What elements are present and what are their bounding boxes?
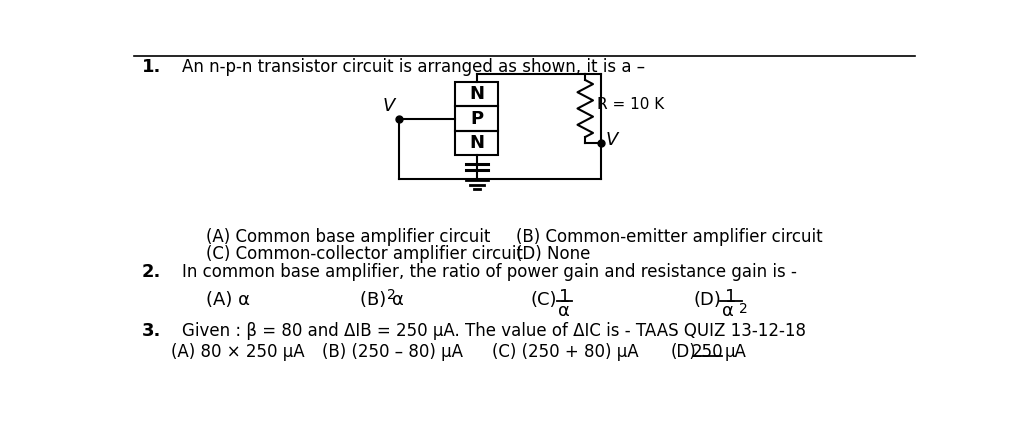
Text: μA: μA xyxy=(725,343,746,361)
Text: (C) Common-collector amplifier circuit: (C) Common-collector amplifier circuit xyxy=(206,245,522,263)
Text: (B) (250 – 80) μA: (B) (250 – 80) μA xyxy=(322,343,463,361)
Text: (B) Common-emitter amplifier circuit: (B) Common-emitter amplifier circuit xyxy=(515,228,822,246)
Text: In common base amplifier, the ratio of power gain and resistance gain is -: In common base amplifier, the ratio of p… xyxy=(182,263,797,281)
Text: (D) None: (D) None xyxy=(515,245,590,263)
Text: (A) Common base amplifier circuit: (A) Common base amplifier circuit xyxy=(206,228,489,246)
Text: 3.: 3. xyxy=(142,322,162,340)
Bar xyxy=(455,82,499,106)
Bar xyxy=(455,106,499,131)
Text: 1: 1 xyxy=(725,288,736,306)
Text: α: α xyxy=(558,302,570,320)
Text: N: N xyxy=(469,134,484,152)
Text: (D): (D) xyxy=(671,343,696,361)
Text: 1: 1 xyxy=(559,288,570,306)
Text: Given : β = 80 and ΔIB = 250 μA. The value of ΔIC is - TAAS QUIZ 13-12-18: Given : β = 80 and ΔIB = 250 μA. The val… xyxy=(182,322,806,340)
Text: R = 10 K: R = 10 K xyxy=(597,97,665,112)
Text: 2: 2 xyxy=(738,302,748,316)
Text: α: α xyxy=(722,302,734,320)
Text: N: N xyxy=(469,85,484,103)
Text: (A) α: (A) α xyxy=(206,291,250,309)
Text: (B) α: (B) α xyxy=(360,291,404,309)
Text: 2.: 2. xyxy=(142,263,162,281)
Text: 2: 2 xyxy=(387,288,395,302)
Text: (C): (C) xyxy=(531,291,557,309)
Text: (C) (250 + 80) μA: (C) (250 + 80) μA xyxy=(493,343,639,361)
Text: V: V xyxy=(383,97,395,115)
Text: V: V xyxy=(605,131,617,149)
Text: (D): (D) xyxy=(693,291,722,309)
Text: P: P xyxy=(470,110,483,127)
Text: An n-p-n transistor circuit is arranged as shown, it is a –: An n-p-n transistor circuit is arranged … xyxy=(182,58,645,77)
Bar xyxy=(455,131,499,156)
Text: 1.: 1. xyxy=(142,58,162,77)
Text: (A) 80 × 250 μA: (A) 80 × 250 μA xyxy=(171,343,304,361)
Text: 250: 250 xyxy=(692,343,724,361)
